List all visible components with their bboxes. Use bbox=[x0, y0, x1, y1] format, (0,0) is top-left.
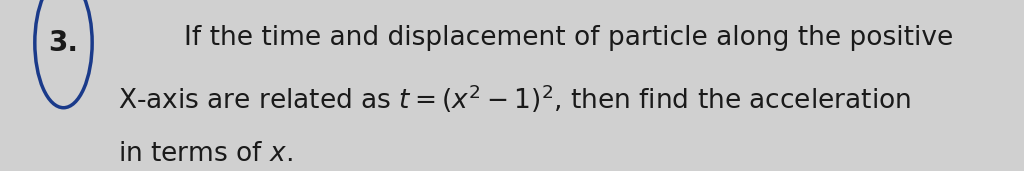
Text: 3.: 3. bbox=[48, 29, 79, 57]
Text: If the time and displacement of particle along the positive: If the time and displacement of particle… bbox=[183, 25, 953, 51]
Text: in terms of $x$.: in terms of $x$. bbox=[118, 141, 293, 167]
Text: X-axis are related as $t=(x^2-1)^2$, then find the acceleration: X-axis are related as $t=(x^2-1)^2$, the… bbox=[118, 83, 910, 115]
